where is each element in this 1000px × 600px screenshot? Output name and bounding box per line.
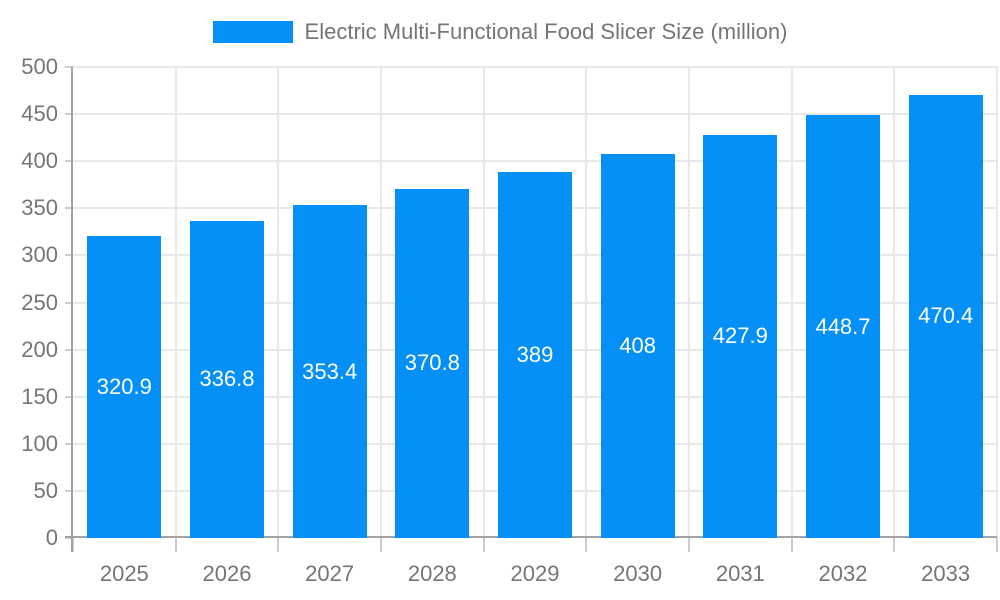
y-axis-tick <box>65 442 73 445</box>
gridline-vertical <box>996 67 998 538</box>
bar <box>498 171 572 538</box>
bar-value-label: 427.9 <box>712 323 768 349</box>
bar <box>395 188 470 538</box>
bar-value-label: 408 <box>619 332 657 358</box>
bar-value-label: 336.8 <box>199 366 255 392</box>
gridline-vertical <box>688 67 690 538</box>
bar <box>87 235 162 538</box>
x-tick-label: 2032 <box>818 561 868 586</box>
y-tick-label: 250 <box>21 289 58 315</box>
y-tick-label: 300 <box>21 242 58 268</box>
gridline-vertical <box>482 67 485 538</box>
bar <box>292 205 367 538</box>
x-axis-tick <box>174 538 177 552</box>
y-tick-label: 150 <box>21 383 58 409</box>
bar-value-label: 320.9 <box>96 373 152 399</box>
bar <box>600 153 675 538</box>
gridline-vertical <box>790 67 793 538</box>
x-tick-label: 2031 <box>715 561 765 586</box>
x-axis-tick <box>688 538 690 552</box>
y-tick-label: 400 <box>21 148 58 174</box>
bar-value-label: 389 <box>516 341 554 367</box>
bar <box>806 115 880 538</box>
x-axis-tick <box>482 538 485 552</box>
y-tick-label: 350 <box>21 195 58 221</box>
gridline-horizontal <box>73 113 997 116</box>
y-axis-line <box>71 67 73 552</box>
x-axis-tick <box>790 538 793 552</box>
x-axis-tick <box>585 538 588 552</box>
y-tick-label: 100 <box>21 430 58 456</box>
y-axis-tick <box>65 395 73 398</box>
x-tick-label: 2028 <box>407 561 457 586</box>
x-axis-tick <box>277 538 280 552</box>
x-axis-tick <box>72 538 74 552</box>
x-axis-tick <box>893 538 896 552</box>
bar-value-label: 448.7 <box>815 313 871 339</box>
bar <box>908 94 983 538</box>
y-axis-tick <box>65 301 73 304</box>
y-axis-tick <box>65 160 73 163</box>
y-axis-tick <box>65 207 73 210</box>
x-tick-label: 2029 <box>510 561 560 586</box>
bar <box>190 220 264 538</box>
x-tick-label: 2027 <box>305 561 355 586</box>
y-tick-label: 450 <box>21 101 58 127</box>
x-tick-label: 2026 <box>202 561 252 586</box>
chart-legend[interactable]: Electric Multi-Functional Food Slicer Si… <box>0 14 1000 50</box>
gridline-vertical <box>277 67 280 538</box>
bar-value-label: 470.4 <box>918 303 974 329</box>
gridline-vertical <box>174 67 177 538</box>
chart-title: Electric Multi-Functional Food Slicer Si… <box>304 19 788 44</box>
legend-swatch <box>212 21 293 43</box>
gridline-vertical <box>893 67 896 538</box>
x-axis-tick <box>996 538 998 552</box>
y-tick-label: 500 <box>21 54 58 79</box>
x-tick-label: 2033 <box>921 561 971 586</box>
gridline-vertical <box>585 67 588 538</box>
y-axis-tick <box>65 66 73 68</box>
y-axis-tick <box>65 489 73 492</box>
bar-value-label: 353.4 <box>302 358 358 384</box>
y-tick-label: 0 <box>45 525 58 550</box>
gridline-horizontal <box>73 160 997 163</box>
gridline-horizontal <box>73 66 997 68</box>
x-axis-tick <box>380 538 382 552</box>
bar <box>703 134 778 538</box>
x-tick-label: 2025 <box>99 561 149 586</box>
y-axis-tick <box>65 348 73 351</box>
y-axis-tick <box>65 113 73 116</box>
y-tick-label: 50 <box>33 477 58 503</box>
x-tick-label: 2030 <box>613 561 663 586</box>
y-axis-tick <box>65 254 73 257</box>
y-tick-label: 200 <box>21 336 58 362</box>
y-axis-tick <box>65 537 73 539</box>
gridline-vertical <box>380 67 382 538</box>
bar-value-label: 370.8 <box>404 350 460 376</box>
